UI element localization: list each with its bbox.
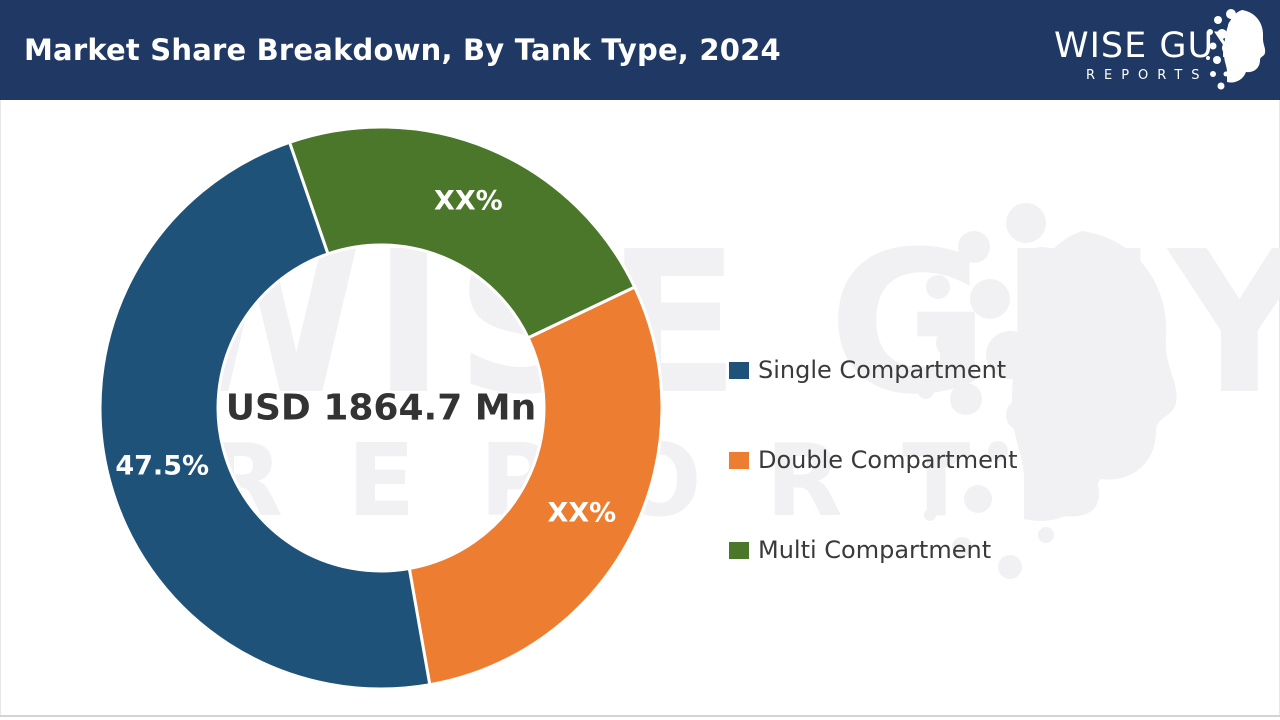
legend-swatch (729, 361, 749, 379)
chart-legend: Single Compartment Double Compartment Mult… (729, 355, 1017, 625)
legend-label: Multi Compartment (758, 536, 992, 564)
segment-value-label: XX% (548, 498, 617, 529)
face-profile-icon (1206, 9, 1266, 90)
watermark-face-icon (918, 203, 1177, 579)
brand-subtitle: REPORTS (1085, 68, 1209, 83)
brand-logo: WISE GUY REPORTS (1026, 0, 1266, 100)
bottom-border (0, 715, 1280, 717)
donut-segment-0 (288, 125, 637, 340)
donut-segment-2 (98, 140, 432, 691)
legend-label: Single Compartment (758, 356, 1007, 384)
header-bar: Market Share Breakdown, By Tank Type, 20… (0, 0, 1280, 100)
brand-name: WISE GUY (1054, 26, 1237, 66)
segment-value-label: XX% (434, 186, 503, 217)
brand-logo-text: WISE GUY REPORTS (1054, 26, 1237, 83)
chart-center-value: USD 1864.7 Mn (225, 387, 537, 429)
chart-area: WISE GUY REPORTS XX% XX% 47.5% USD 1864.7 … (0, 100, 1280, 716)
legend-item-1: Double Compartment (729, 445, 1017, 475)
segment-value-label: 47.5% (115, 451, 209, 482)
legend-item-0: Single Compartment (729, 355, 1017, 385)
page-title: Market Share Breakdown, By Tank Type, 20… (24, 33, 781, 67)
donut-chart: XX% XX% 47.5% (98, 125, 664, 691)
donut-segment-1 (407, 285, 664, 687)
legend-label: Double Compartment (758, 446, 1018, 474)
legend-item-2: Multi Compartment (729, 535, 1017, 565)
legend-swatch (729, 451, 749, 469)
legend-swatch (729, 541, 749, 559)
